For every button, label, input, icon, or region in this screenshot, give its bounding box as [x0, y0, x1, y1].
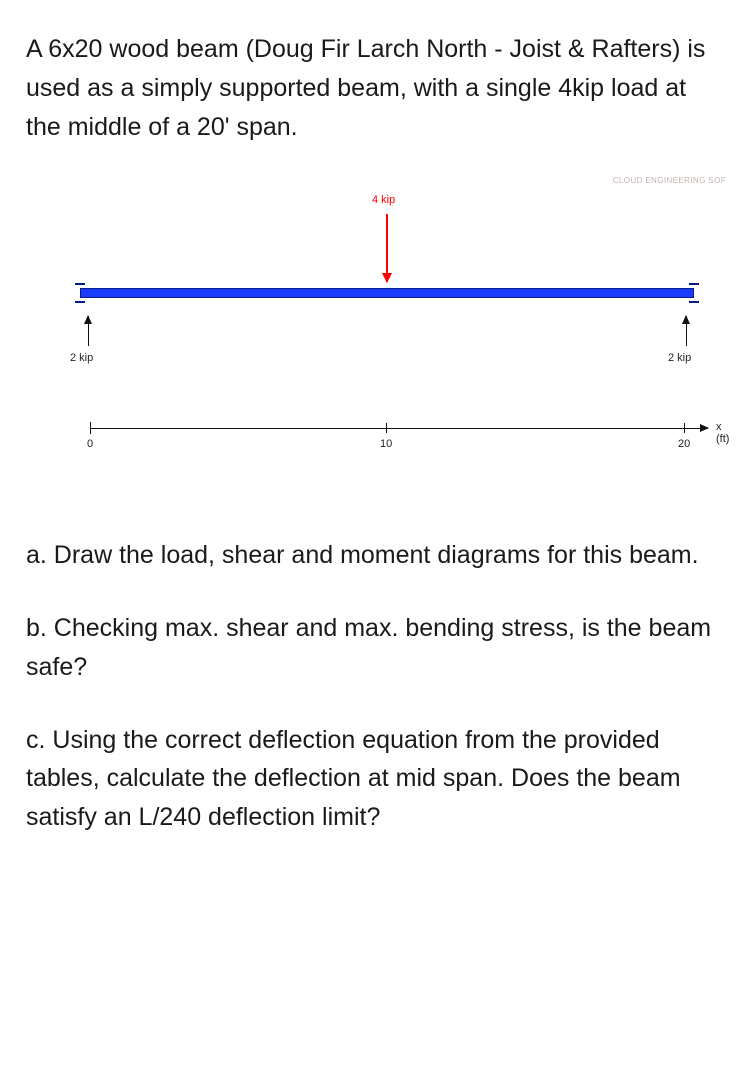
axis-label-10: 10	[380, 438, 392, 450]
axis-unit-label: x (ft)	[716, 421, 729, 445]
axis-label-20: 20	[678, 438, 690, 450]
beam-right-flange	[689, 283, 699, 303]
left-reaction-arrow	[88, 316, 89, 346]
axis-label-0: 0	[87, 438, 93, 450]
beam-diagram: CLOUD ENGINEERING SOF 4 kip 2 kip 2 kip …	[26, 176, 726, 476]
question-a: a. Draw the load, shear and moment diagr…	[26, 536, 726, 575]
question-c: c. Using the correct deflection equation…	[26, 721, 726, 837]
left-reaction-label: 2 kip	[70, 352, 93, 364]
point-load-label: 4 kip	[372, 194, 395, 206]
problem-statement: A 6x20 wood beam (Doug Fir Larch North -…	[26, 30, 726, 146]
right-reaction-arrow	[686, 316, 687, 346]
beam	[80, 288, 694, 298]
question-b: b. Checking max. shear and max. bending …	[26, 609, 726, 687]
watermark-text: CLOUD ENGINEERING SOF	[613, 176, 726, 185]
axis-tick-20	[684, 423, 685, 433]
beam-left-flange	[75, 283, 85, 303]
right-reaction-label: 2 kip	[668, 352, 691, 364]
x-axis	[90, 428, 708, 429]
axis-tick-0	[90, 423, 91, 433]
axis-tick-10	[386, 423, 387, 433]
point-load-arrow	[386, 214, 388, 282]
